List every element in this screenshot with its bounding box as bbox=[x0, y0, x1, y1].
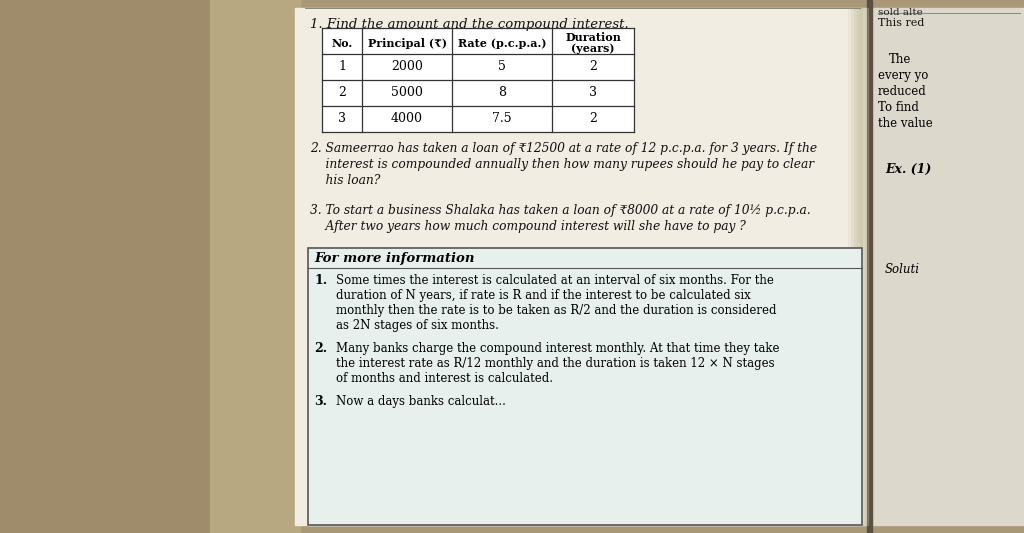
Text: Many banks charge the compound interest monthly. At that time they take: Many banks charge the compound interest … bbox=[336, 342, 779, 355]
Bar bbox=[308, 248, 862, 525]
Text: reduced: reduced bbox=[878, 85, 927, 98]
Text: 3: 3 bbox=[338, 112, 346, 125]
Text: monthly then the rate is to be taken as R/2 and the duration is considered: monthly then the rate is to be taken as … bbox=[336, 304, 776, 317]
Text: of months and interest is calculated.: of months and interest is calculated. bbox=[336, 372, 553, 385]
Text: 2: 2 bbox=[338, 86, 346, 99]
Text: sold alte: sold alte bbox=[878, 8, 923, 17]
Bar bbox=[322, 28, 634, 132]
Text: 1. Find the amount and the compound interest.: 1. Find the amount and the compound inte… bbox=[310, 18, 629, 31]
Text: Rate (p.c.p.a.): Rate (p.c.p.a.) bbox=[458, 38, 546, 49]
Text: 5000: 5000 bbox=[391, 86, 423, 99]
Text: Duration: Duration bbox=[565, 32, 621, 43]
Text: 5: 5 bbox=[498, 60, 506, 73]
Text: 3: 3 bbox=[589, 86, 597, 99]
Text: the interest rate as R/12 monthly and the duration is taken 12 × N stages: the interest rate as R/12 monthly and th… bbox=[336, 357, 774, 370]
Text: as 2N stages of six months.: as 2N stages of six months. bbox=[336, 319, 499, 332]
Bar bbox=[295, 8, 870, 525]
Text: After two years how much compound interest will she have to pay ?: After two years how much compound intere… bbox=[310, 220, 745, 233]
Text: duration of N years, if rate is R and if the interest to be calculated six: duration of N years, if rate is R and if… bbox=[336, 289, 751, 302]
Text: every yo: every yo bbox=[878, 69, 929, 82]
Text: The: The bbox=[889, 53, 911, 66]
Bar bbox=[872, 8, 1024, 525]
Text: 2. Sameerrao has taken a loan of ₹12500 at a rate of 12 p.c.p.a. for 3 years. If: 2. Sameerrao has taken a loan of ₹12500 … bbox=[310, 142, 817, 155]
Text: 4000: 4000 bbox=[391, 112, 423, 125]
Text: For more information: For more information bbox=[314, 252, 474, 265]
Bar bbox=[857, 8, 865, 525]
Text: 8: 8 bbox=[498, 86, 506, 99]
Text: 1.: 1. bbox=[314, 274, 327, 287]
Text: 3. To start a business Shalaka has taken a loan of ₹8000 at a rate of 10½ p.c.p.: 3. To start a business Shalaka has taken… bbox=[310, 204, 811, 217]
Text: Principal (₹): Principal (₹) bbox=[368, 38, 446, 49]
Bar bbox=[210, 0, 300, 533]
Text: 2.: 2. bbox=[314, 342, 327, 355]
Text: his loan?: his loan? bbox=[310, 174, 380, 187]
Bar bbox=[308, 248, 862, 525]
Text: 3.: 3. bbox=[314, 395, 327, 408]
Text: No.: No. bbox=[332, 38, 352, 49]
Bar bbox=[848, 8, 856, 525]
Bar bbox=[851, 8, 859, 525]
Bar bbox=[0, 0, 210, 533]
Text: Some times the interest is calculated at an interval of six months. For the: Some times the interest is calculated at… bbox=[336, 274, 774, 287]
Text: 2: 2 bbox=[589, 60, 597, 73]
Text: 7.5: 7.5 bbox=[493, 112, 512, 125]
Text: 2000: 2000 bbox=[391, 60, 423, 73]
Text: 1: 1 bbox=[338, 60, 346, 73]
Text: To find: To find bbox=[878, 101, 919, 114]
Text: Soluti: Soluti bbox=[885, 263, 920, 276]
Text: Now a days banks calculat...: Now a days banks calculat... bbox=[336, 395, 506, 408]
Text: Ex. (1): Ex. (1) bbox=[885, 163, 931, 176]
Bar bbox=[860, 8, 868, 525]
Text: (years): (years) bbox=[571, 43, 614, 54]
Bar bbox=[854, 8, 862, 525]
Text: This red: This red bbox=[878, 18, 925, 28]
Text: 2: 2 bbox=[589, 112, 597, 125]
Text: the valuе: the valuе bbox=[878, 117, 933, 130]
Bar bbox=[867, 0, 872, 533]
Text: interest is compounded annually then how many rupees should he pay to clear: interest is compounded annually then how… bbox=[310, 158, 814, 171]
